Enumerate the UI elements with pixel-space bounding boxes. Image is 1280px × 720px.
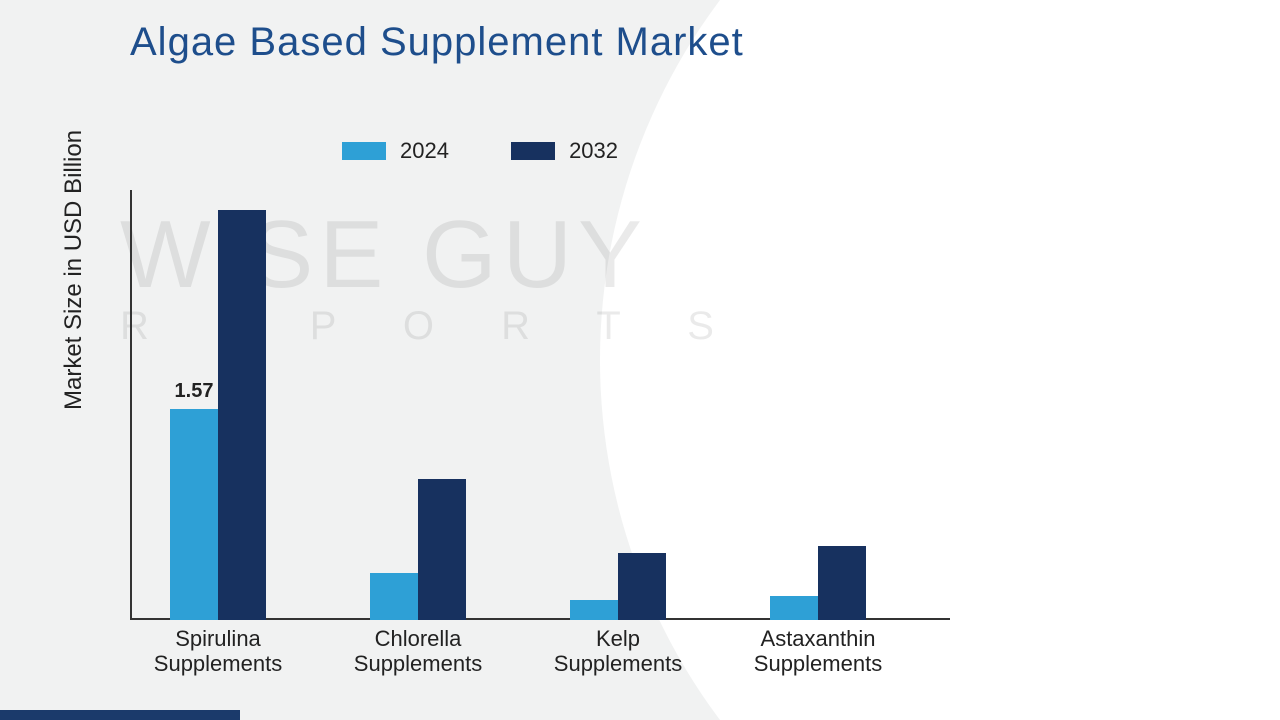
y-axis-label: Market Size in USD Billion bbox=[60, 130, 88, 410]
bar-2032-0 bbox=[218, 210, 266, 620]
value-label: 1.57 bbox=[175, 380, 214, 403]
category-label-2: KelpSupplements bbox=[523, 626, 713, 677]
bar-2024-1 bbox=[370, 573, 418, 620]
legend-item-2032: 2032 bbox=[511, 138, 618, 164]
legend-item-2024: 2024 bbox=[342, 138, 449, 164]
y-axis bbox=[130, 190, 132, 620]
bar-2024-3 bbox=[770, 596, 818, 620]
legend-swatch-2032 bbox=[511, 142, 555, 160]
bar-2032-3 bbox=[818, 546, 866, 620]
legend-label-2032: 2032 bbox=[569, 138, 618, 164]
category-label-1: ChlorellaSupplements bbox=[323, 626, 513, 677]
stage: WISE GUY R E P O R T S WISE GUY R E P O … bbox=[0, 0, 1280, 720]
legend-label-2024: 2024 bbox=[400, 138, 449, 164]
brand-dots-icon bbox=[1186, 18, 1256, 88]
bottom-accent-bar bbox=[0, 710, 240, 720]
bar-2032-2 bbox=[618, 553, 666, 620]
brand-block: WISE GUY R E P O R T S bbox=[1056, 22, 1250, 75]
bar-2024-0 bbox=[170, 409, 218, 620]
legend-swatch-2024 bbox=[342, 142, 386, 160]
bar-2024-2 bbox=[570, 600, 618, 620]
category-label-0: SpirulinaSupplements bbox=[123, 626, 313, 677]
legend: 2024 2032 bbox=[0, 138, 960, 166]
category-label-3: AstaxanthinSupplements bbox=[723, 626, 913, 677]
bar-2032-1 bbox=[418, 479, 466, 620]
plot-area: SpirulinaSupplementsChlorellaSupplements… bbox=[130, 190, 950, 620]
chart-title: Algae Based Supplement Market bbox=[130, 20, 744, 65]
